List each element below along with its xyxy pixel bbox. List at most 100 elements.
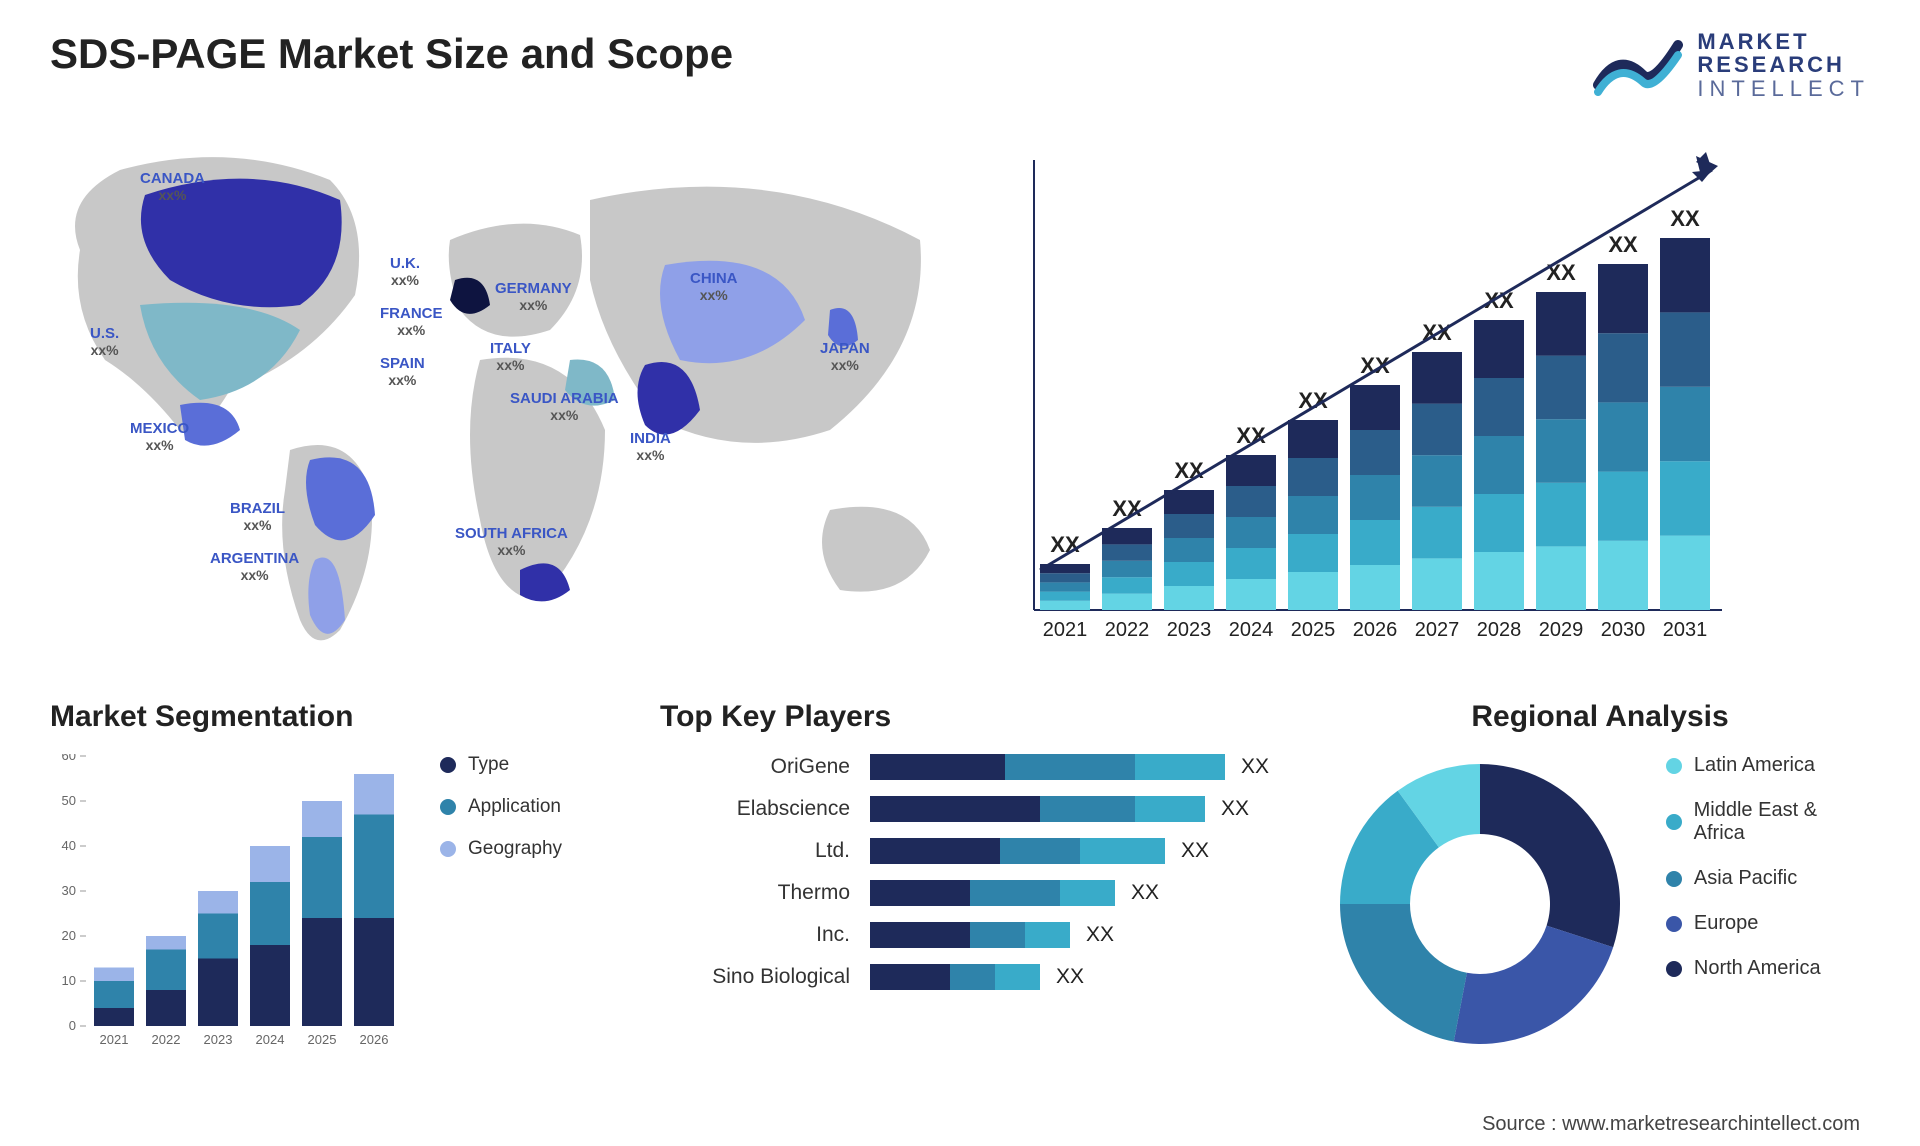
country-label-south-africa: SOUTH AFRICAxx% (455, 525, 568, 558)
country-label-canada: CANADAxx% (140, 170, 205, 203)
country-label-india: INDIAxx% (630, 430, 671, 463)
svg-text:2021: 2021 (1043, 619, 1088, 641)
source-text: Source : www.marketresearchintellect.com (1482, 1113, 1860, 1136)
player-bar-row: XX (870, 880, 1269, 906)
svg-text:20: 20 (62, 928, 76, 943)
player-bar-segment (870, 754, 1005, 780)
country-label-u-s-: U.S.xx% (90, 325, 119, 358)
logo-swoosh-icon (1593, 30, 1683, 100)
regional-donut-chart (1330, 754, 1626, 1054)
country-label-germany: GERMANYxx% (495, 280, 572, 313)
svg-text:2029: 2029 (1539, 619, 1584, 641)
player-value-label: XX (1221, 797, 1249, 821)
legend-dot-icon (1666, 758, 1682, 774)
legend-dot-icon (1666, 916, 1682, 932)
legend-label: Europe (1694, 912, 1759, 935)
logo-line-2: RESEARCH (1697, 53, 1870, 76)
player-bar-segment (1025, 922, 1070, 948)
svg-text:2024: 2024 (1229, 619, 1274, 641)
player-bar-segment (950, 964, 995, 990)
legend-label: Middle East & Africa (1694, 799, 1870, 845)
player-name: Elabscience (737, 796, 850, 822)
player-bar-segment (870, 964, 950, 990)
player-names-col: OriGene Elabscience Ltd. Thermo Inc. Sino Bio… (660, 754, 850, 990)
logo-line-3: INTELLECT (1697, 77, 1870, 100)
header: SDS-PAGE Market Size and Scope MARKET RE… (50, 30, 1870, 100)
svg-text:2025: 2025 (1291, 619, 1336, 641)
logo-text: MARKET RESEARCH INTELLECT (1697, 30, 1870, 99)
country-label-u-k-: U.K.xx% (390, 255, 420, 288)
player-name: Inc. (816, 922, 850, 948)
logo-line-1: MARKET (1697, 30, 1870, 53)
legend-label: Asia Pacific (1694, 867, 1797, 890)
logo: MARKET RESEARCH INTELLECT (1593, 30, 1870, 100)
player-bar-segment (870, 922, 970, 948)
legend-dot-icon (1666, 814, 1682, 830)
legend-dot-icon (1666, 961, 1682, 977)
player-bar-segment (1135, 754, 1225, 780)
regional-legend-item: North America (1666, 957, 1870, 980)
player-bar-row: XX (870, 838, 1269, 864)
country-label-spain: SPAINxx% (380, 355, 425, 388)
svg-text:2028: 2028 (1477, 619, 1522, 641)
player-bars-col: XXXXXXXXXXXX (870, 754, 1269, 990)
player-bar-segment (1060, 880, 1115, 906)
player-name: Sino Biological (712, 964, 850, 990)
legend-label: North America (1694, 957, 1821, 980)
players-title: Top Key Players (660, 700, 1300, 734)
player-bar-row: XX (870, 754, 1269, 780)
player-bar-row: XX (870, 922, 1269, 948)
svg-text:XX: XX (1608, 232, 1638, 257)
players-panel: Top Key Players OriGene Elabscience Ltd. Th… (660, 700, 1300, 1054)
segmentation-legend-item: Application (440, 796, 562, 818)
legend-label: Type (468, 754, 509, 776)
country-label-france: FRANCExx% (380, 305, 443, 338)
segmentation-chart: 0102030405060202120222023202420252026 (50, 754, 410, 1054)
player-bar-segment (970, 880, 1060, 906)
regional-panel: Regional Analysis Latin America Middle Ea… (1330, 700, 1870, 1054)
svg-text:0: 0 (69, 1018, 76, 1033)
svg-text:10: 10 (62, 973, 76, 988)
svg-text:2026: 2026 (1353, 619, 1398, 641)
player-bar-segment (870, 880, 970, 906)
player-bar-segment (1000, 838, 1080, 864)
svg-text:50: 50 (62, 793, 76, 808)
legend-dot-icon (440, 757, 456, 773)
country-label-italy: ITALYxx% (490, 340, 531, 373)
growth-bar-chart: XX2021XX2022XX2023XX2024XX2025XX2026XX20… (1000, 130, 1820, 660)
regional-legend-item: Latin America (1666, 754, 1870, 777)
growth-chart-panel: XX2021XX2022XX2023XX2024XX2025XX2026XX20… (1000, 130, 1870, 660)
player-name: OriGene (771, 754, 850, 780)
svg-text:2022: 2022 (1105, 619, 1150, 641)
svg-text:2024: 2024 (256, 1032, 285, 1047)
regional-legend-item: Asia Pacific (1666, 867, 1870, 890)
player-name: Ltd. (815, 838, 850, 864)
svg-text:2031: 2031 (1663, 619, 1708, 641)
svg-text:2026: 2026 (360, 1032, 389, 1047)
regional-legend: Latin America Middle East & Africa Asia Pa… (1666, 754, 1870, 980)
player-bar-segment (870, 838, 1000, 864)
legend-dot-icon (1666, 871, 1682, 887)
legend-label: Application (468, 796, 561, 818)
player-value-label: XX (1241, 755, 1269, 779)
segmentation-panel: Market Segmentation 01020304050602021202… (50, 700, 630, 1054)
country-label-mexico: MEXICOxx% (130, 420, 189, 453)
player-bar-row: XX (870, 964, 1269, 990)
country-label-argentina: ARGENTINAxx% (210, 550, 299, 583)
player-name: Thermo (778, 880, 850, 906)
svg-text:2022: 2022 (152, 1032, 181, 1047)
player-bar-segment (1135, 796, 1205, 822)
player-value-label: XX (1181, 839, 1209, 863)
player-value-label: XX (1131, 881, 1159, 905)
player-value-label: XX (1086, 923, 1114, 947)
svg-text:2027: 2027 (1415, 619, 1460, 641)
regional-title: Regional Analysis (1330, 700, 1870, 734)
legend-label: Latin America (1694, 754, 1815, 777)
svg-text:2023: 2023 (1167, 619, 1212, 641)
legend-dot-icon (440, 841, 456, 857)
svg-text:2021: 2021 (100, 1032, 129, 1047)
svg-text:XX: XX (1670, 206, 1700, 231)
player-value-label: XX (1056, 965, 1084, 989)
country-label-saudi-arabia: SAUDI ARABIAxx% (510, 390, 619, 423)
world-map-panel: CANADAxx%U.S.xx%MEXICOxx%BRAZILxx%ARGENT… (50, 130, 970, 660)
